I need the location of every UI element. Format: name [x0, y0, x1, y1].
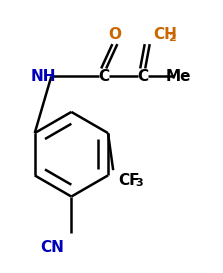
Text: CN: CN [40, 240, 64, 254]
Text: CF: CF [118, 173, 140, 188]
Text: 2: 2 [168, 33, 176, 43]
Text: 3: 3 [135, 179, 142, 188]
Text: O: O [108, 27, 121, 41]
Text: C: C [98, 69, 109, 84]
Text: NH: NH [31, 69, 56, 84]
Text: Me: Me [166, 69, 191, 84]
Text: C: C [137, 69, 148, 84]
Text: CH: CH [153, 27, 177, 41]
